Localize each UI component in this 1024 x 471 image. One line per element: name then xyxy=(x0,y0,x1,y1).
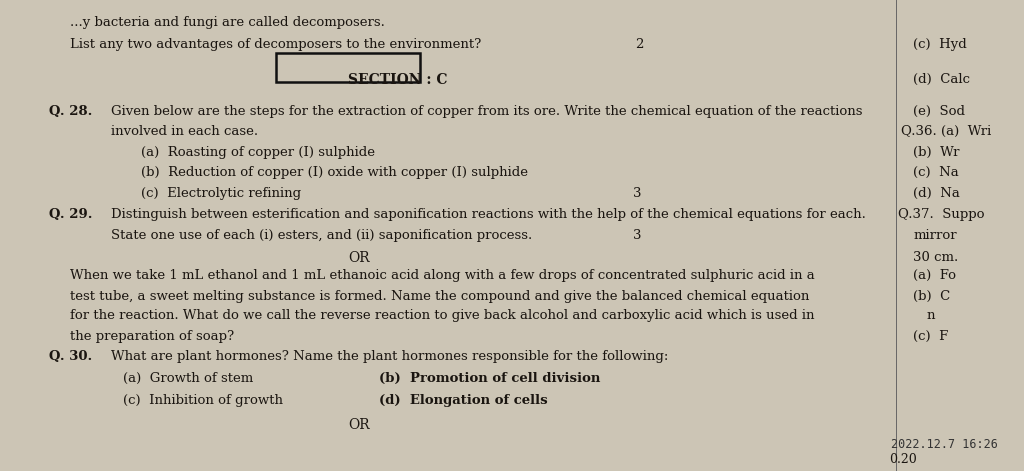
Text: List any two advantages of decomposers to the environment?: List any two advantages of decomposers t… xyxy=(70,38,481,51)
Text: SECTION : C: SECTION : C xyxy=(348,73,447,87)
Text: Q. 29.: Q. 29. xyxy=(49,208,92,221)
Text: (c)  Inhibition of growth: (c) Inhibition of growth xyxy=(123,394,283,407)
Text: Given below are the steps for the extraction of copper from its ore. Write the c: Given below are the steps for the extrac… xyxy=(111,105,862,118)
Text: (b)  C: (b) C xyxy=(913,290,950,303)
Text: Q. 30.: Q. 30. xyxy=(49,350,92,364)
Text: Q.37.  Suppo: Q.37. Suppo xyxy=(898,208,984,221)
Text: (c)  Hyd: (c) Hyd xyxy=(913,38,967,51)
Text: test tube, a sweet melting substance is formed. Name the compound and give the b: test tube, a sweet melting substance is … xyxy=(70,290,809,303)
Text: (a)  Fo: (a) Fo xyxy=(913,269,956,283)
Text: (b)  Reduction of copper (I) oxide with copper (I) sulphide: (b) Reduction of copper (I) oxide with c… xyxy=(141,166,528,179)
Text: (e)  Sod: (e) Sod xyxy=(913,105,966,118)
Text: 3: 3 xyxy=(633,187,641,200)
Text: 3: 3 xyxy=(633,229,641,243)
Text: OR: OR xyxy=(348,251,370,265)
Text: Distinguish between esterification and saponification reactions with the help of: Distinguish between esterification and s… xyxy=(111,208,865,221)
Text: ...y bacteria and fungi are called decomposers.: ...y bacteria and fungi are called decom… xyxy=(70,16,384,30)
Text: (c)  F: (c) F xyxy=(913,330,948,343)
Text: mirror: mirror xyxy=(913,229,957,243)
Text: the preparation of soap?: the preparation of soap? xyxy=(70,330,233,343)
FancyBboxPatch shape xyxy=(276,53,420,82)
Text: (c)  Electrolytic refining: (c) Electrolytic refining xyxy=(141,187,301,200)
Text: OR: OR xyxy=(348,418,370,432)
Text: State one use of each (i) esters, and (ii) saponification process.: State one use of each (i) esters, and (i… xyxy=(111,229,531,243)
Text: 2: 2 xyxy=(635,38,643,51)
Text: (d)  Elongation of cells: (d) Elongation of cells xyxy=(379,394,548,407)
Text: for the reaction. What do we call the reverse reaction to give back alcohol and : for the reaction. What do we call the re… xyxy=(70,309,814,323)
Text: (d)  Calc: (d) Calc xyxy=(913,73,971,86)
Text: (a)  Growth of stem: (a) Growth of stem xyxy=(123,372,253,385)
Text: When we take 1 mL ethanol and 1 mL ethanoic acid along with a few drops of conce: When we take 1 mL ethanol and 1 mL ethan… xyxy=(70,269,814,283)
Text: What are plant hormones? Name the plant hormones responsible for the following:: What are plant hormones? Name the plant … xyxy=(111,350,668,364)
Text: 30 cm.: 30 cm. xyxy=(913,251,958,264)
Text: n: n xyxy=(927,309,935,323)
Text: (b)  Wr: (b) Wr xyxy=(913,146,959,159)
Text: (d)  Na: (d) Na xyxy=(913,187,961,200)
Text: (c)  Na: (c) Na xyxy=(913,166,959,179)
Text: involved in each case.: involved in each case. xyxy=(111,125,258,138)
Text: (b)  Promotion of cell division: (b) Promotion of cell division xyxy=(379,372,600,385)
Text: (a)  Roasting of copper (I) sulphide: (a) Roasting of copper (I) sulphide xyxy=(141,146,376,159)
Text: Q. 28.: Q. 28. xyxy=(49,105,92,118)
Text: Q.36. (a)  Wri: Q.36. (a) Wri xyxy=(901,125,991,138)
Text: 2022.12.7 16:26: 2022.12.7 16:26 xyxy=(891,438,997,451)
Text: 0.20: 0.20 xyxy=(889,453,916,466)
